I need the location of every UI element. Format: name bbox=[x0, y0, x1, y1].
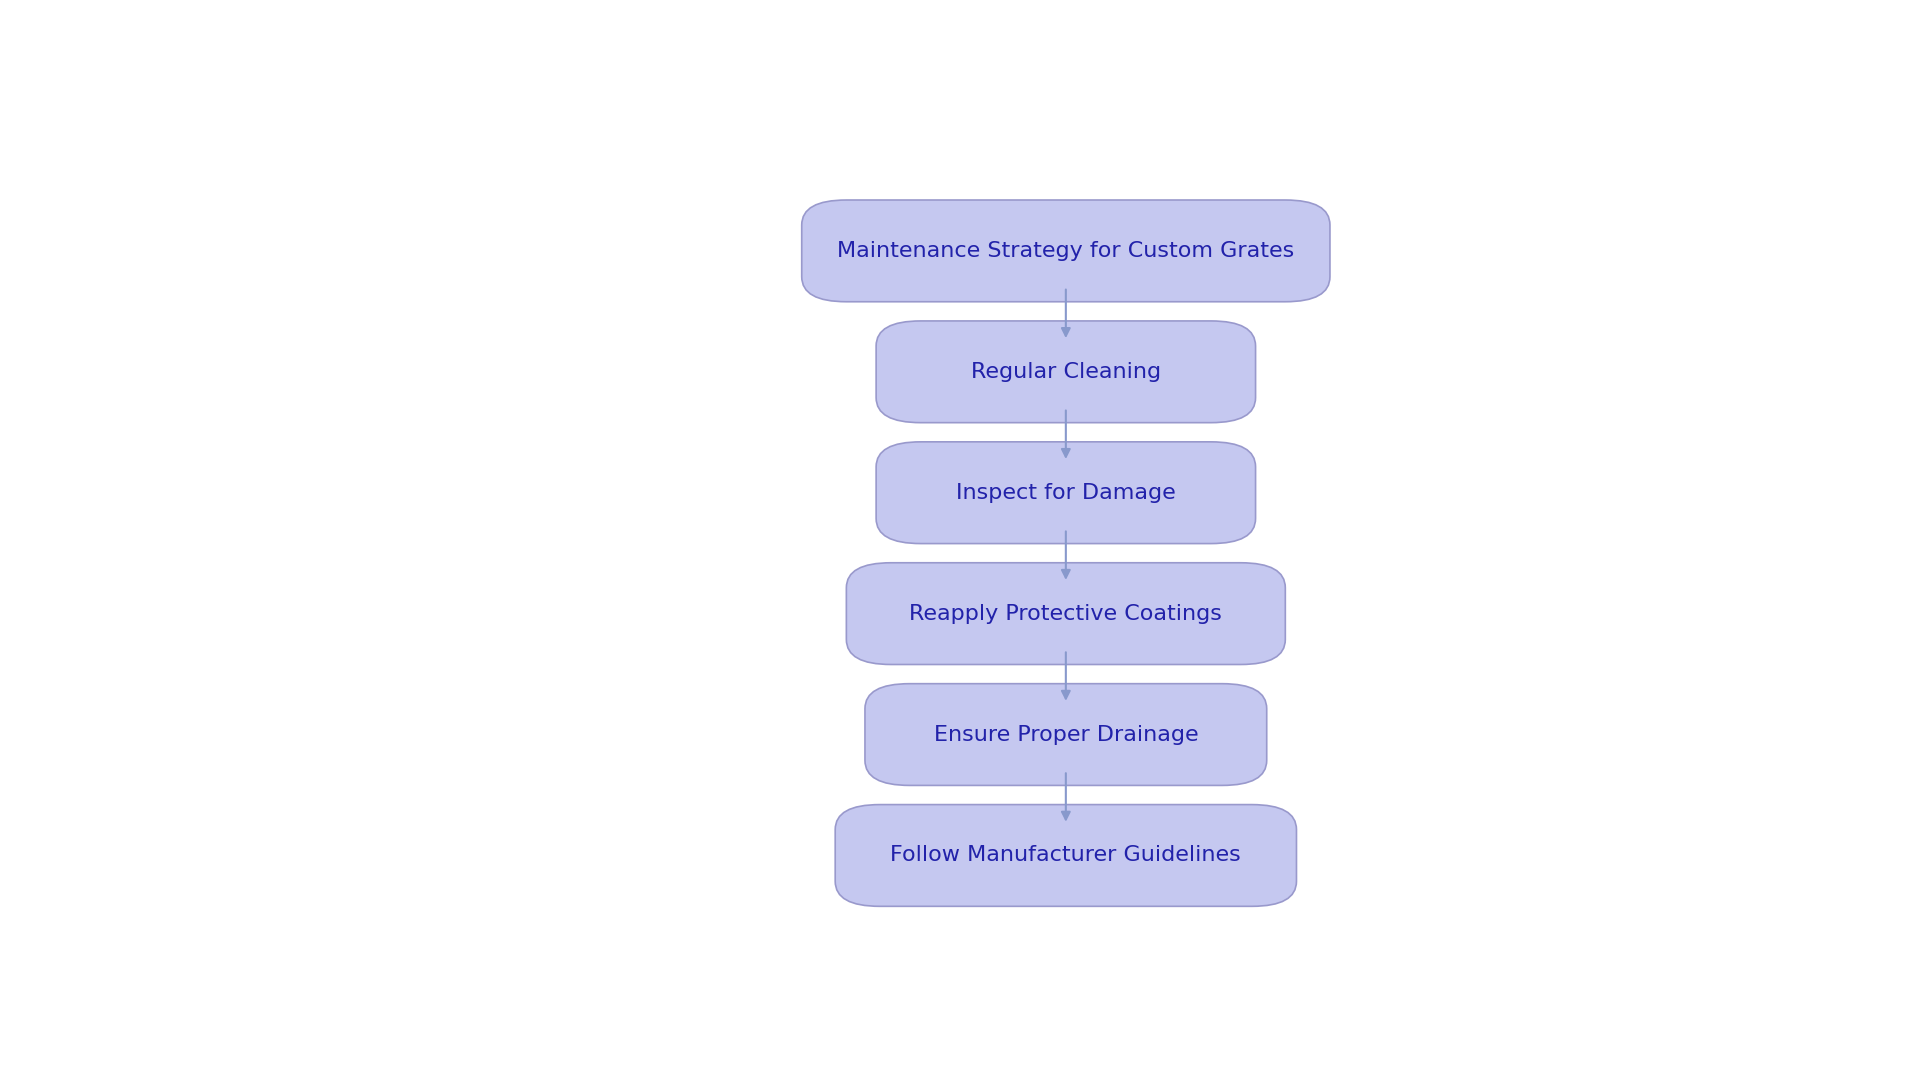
FancyBboxPatch shape bbox=[876, 321, 1256, 422]
Text: Regular Cleaning: Regular Cleaning bbox=[972, 362, 1162, 382]
Text: Reapply Protective Coatings: Reapply Protective Coatings bbox=[910, 603, 1223, 624]
Text: Maintenance Strategy for Custom Grates: Maintenance Strategy for Custom Grates bbox=[837, 240, 1294, 261]
Text: Ensure Proper Drainage: Ensure Proper Drainage bbox=[933, 725, 1198, 744]
FancyBboxPatch shape bbox=[803, 200, 1331, 302]
FancyBboxPatch shape bbox=[864, 683, 1267, 785]
FancyBboxPatch shape bbox=[835, 805, 1296, 906]
Text: Follow Manufacturer Guidelines: Follow Manufacturer Guidelines bbox=[891, 846, 1240, 865]
Text: Inspect for Damage: Inspect for Damage bbox=[956, 483, 1175, 503]
FancyBboxPatch shape bbox=[847, 563, 1284, 665]
FancyBboxPatch shape bbox=[876, 442, 1256, 544]
